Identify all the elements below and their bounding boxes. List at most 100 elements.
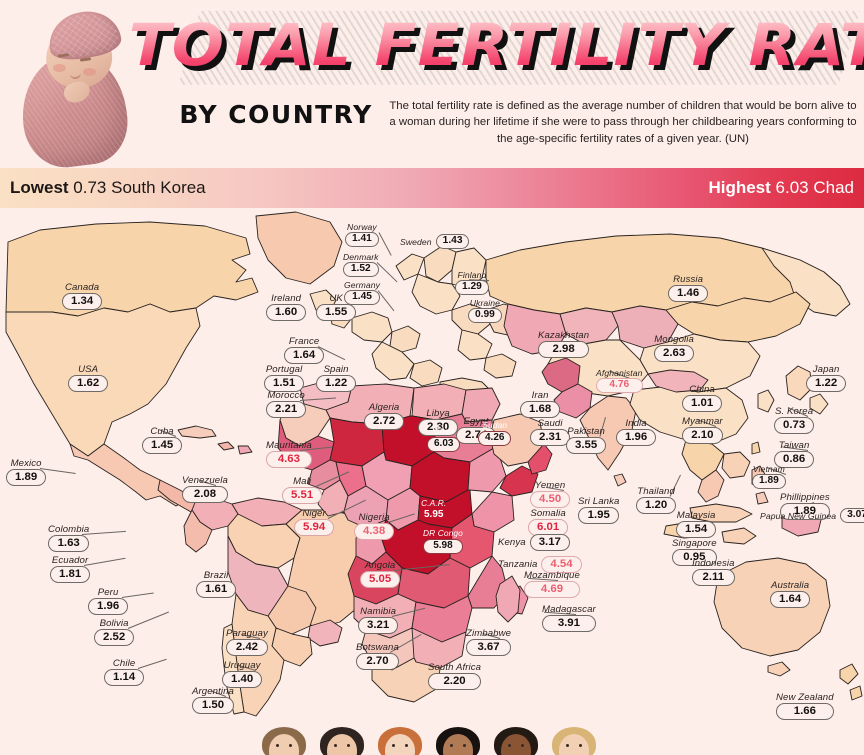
person-eye-left (450, 744, 453, 747)
fertility-value: 2.11 (692, 569, 735, 586)
fertility-value: 1.89 (752, 474, 786, 489)
country-name: Venezuela (182, 475, 228, 486)
fertility-value: 2.31 (530, 429, 571, 446)
fertility-value: 1.45 (142, 437, 183, 454)
map-label: Spain 1.22 (316, 364, 357, 392)
fertility-value: 4.38 (354, 523, 395, 540)
country-name: Yemen (534, 480, 566, 491)
fertility-value: 4.76 (596, 378, 643, 393)
highest-country: Chad (813, 178, 854, 197)
fertility-value: 1.62 (68, 375, 109, 392)
map-label: Portugal 1.51 (264, 364, 305, 392)
map-label: China 1.01 (682, 384, 723, 412)
fertility-value: 1.40 (222, 671, 263, 688)
country-name: Iran (531, 390, 549, 401)
fertility-value: 1.64 (770, 591, 811, 608)
map-label: Malaysia 1.54 (676, 510, 717, 538)
map-label: Saudi 2.31 (530, 418, 571, 446)
country-name: Portugal (265, 364, 303, 375)
fertility-value: 1.51 (264, 375, 305, 392)
country-name: Papua New Guinea (760, 510, 837, 521)
fertility-value: 0.73 (774, 417, 815, 434)
fertility-value: 4.26 (478, 431, 512, 446)
person-eye-left (334, 744, 337, 747)
map-label: Chad 6.03 (427, 426, 461, 452)
world-map: Canada 1.34 USA 1.62 Cuba 1.45 Mexico 1.89 Venez… (0, 208, 864, 720)
country-name: UK (329, 293, 343, 304)
country-name: Ukraine (469, 298, 501, 308)
fertility-value: 6.01 (528, 519, 569, 536)
country-name: USA (78, 364, 99, 375)
map-label: Sweden 1.43 (400, 234, 470, 249)
map-label: Bolivia 2.52 (94, 618, 135, 646)
fertility-value: 2.63 (654, 345, 695, 362)
fertility-value: 2.42 (226, 639, 268, 656)
country-name: Sri Lanka (578, 496, 620, 507)
country-name: Chile (112, 658, 136, 669)
fertility-value: 2.52 (94, 629, 135, 646)
country-name: New Zealand (776, 692, 834, 703)
person-face (443, 734, 473, 755)
fertility-value: 1.20 (636, 497, 677, 514)
lowest-country: South Korea (111, 178, 206, 197)
person-eye-right (405, 744, 408, 747)
person-eye-right (289, 744, 292, 747)
fertility-value: 3.55 (566, 437, 607, 454)
country-name: Zimbabwe (466, 628, 512, 639)
country-name: Vietnam (752, 464, 785, 474)
map-label: Tanzania 4.54 (498, 556, 582, 573)
country-name: Angola (364, 560, 396, 571)
person-eye-right (579, 744, 582, 747)
person-6 (552, 727, 596, 755)
fertility-value: 3.21 (358, 617, 399, 634)
fertility-value: 4.54 (541, 556, 582, 573)
country-name: DR Congo (423, 528, 463, 538)
person-eye-right (463, 744, 466, 747)
country-name: Mali (293, 476, 312, 487)
map-label: UK 1.55 (316, 293, 357, 321)
country-name: Kazakhstan (538, 330, 590, 341)
map-label: DR Congo 5.98 (423, 528, 463, 554)
map-label: Nigeria 4.38 (354, 512, 395, 540)
map-label: Finland 1.29 (455, 270, 489, 295)
person-eye-left (566, 744, 569, 747)
scale-banner: Lowest 0.73 South Korea Highest 6.03 Cha… (0, 168, 864, 208)
fertility-value: 2.10 (682, 427, 723, 444)
country-name: Afghanistan (596, 368, 643, 378)
fertility-value: 2.98 (538, 341, 590, 358)
fertility-value: 1.66 (776, 703, 834, 720)
country-name: Germany (344, 280, 381, 290)
fertility-value: 4.50 (530, 491, 571, 508)
map-label: Indonesia 2.11 (692, 558, 735, 586)
fertility-value: 2.70 (356, 653, 399, 670)
map-label: Australia 1.64 (770, 580, 811, 608)
map-label: Angola 5.05 (360, 560, 401, 588)
map-label: Mali 5.51 (282, 476, 323, 504)
map-label: Algeria 2.72 (364, 402, 405, 430)
country-name: Mozambique (524, 570, 580, 581)
fertility-value: 2.30 (418, 419, 459, 436)
map-label: Uruguay 1.40 (222, 660, 263, 688)
fertility-value: 1.50 (192, 697, 234, 714)
map-label: Colombia 1.63 (48, 524, 90, 552)
country-name: Niger (302, 508, 326, 519)
fertility-value: 6.03 (427, 437, 461, 452)
country-name: Sweden (400, 236, 432, 247)
fertility-value: 1.14 (104, 669, 145, 686)
country-name: Phillippines (780, 492, 830, 503)
country-name: Cuba (150, 426, 174, 437)
fertility-value: 1.45 (344, 290, 381, 305)
fertility-value: 5.95 (424, 509, 444, 520)
baby-cheek-right (83, 68, 96, 76)
map-label: Ukraine 0.99 (468, 298, 502, 323)
map-label: Norway 1.41 (345, 222, 379, 247)
highest-value: 6.03 (775, 178, 809, 197)
map-label: Botswana 2.70 (356, 642, 399, 670)
fertility-value: 3.91 (542, 615, 596, 632)
fertility-value: 1.22 (806, 375, 847, 392)
person-face (385, 734, 415, 755)
country-name: China (689, 384, 715, 395)
country-name: France (288, 336, 320, 347)
country-name: Thailand (637, 486, 675, 497)
